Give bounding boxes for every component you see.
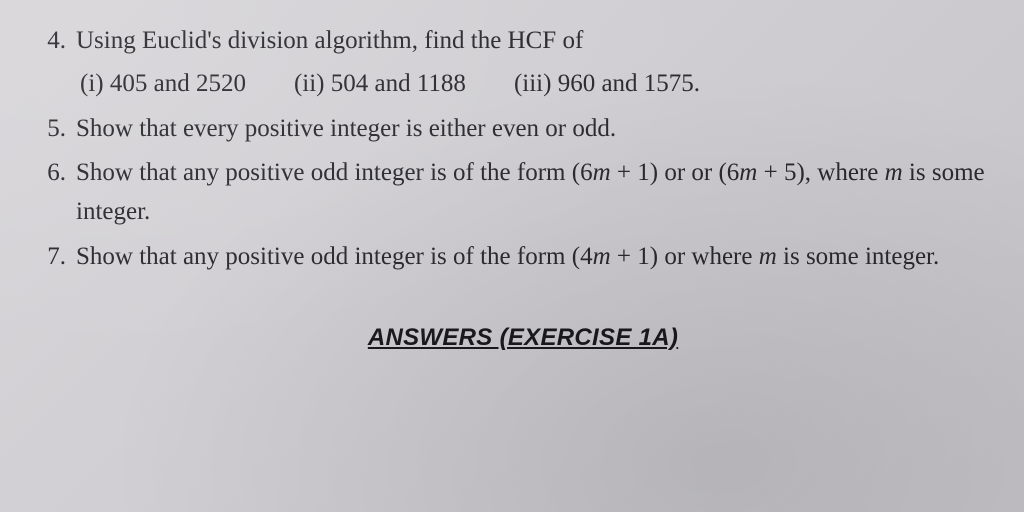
subpart-label: (iii) (514, 70, 552, 97)
question-7: 7. Show that any positive odd integer is… (40, 238, 1006, 277)
subpart-label: (ii) (294, 70, 325, 97)
question-text: Using Euclid's division algorithm, find … (76, 22, 1006, 61)
subpart-i: (i) 405 and 2520 (80, 65, 246, 104)
question-text: Show that any positive odd integer is of… (76, 159, 985, 225)
question-number: 4. (40, 22, 76, 104)
question-number: 6. (40, 154, 76, 232)
question-6: 6. Show that any positive odd integer is… (40, 154, 1006, 232)
question-4: 4. Using Euclid's division algorithm, fi… (40, 22, 1006, 104)
subpart-text: 960 and 1575. (558, 70, 700, 97)
question-number: 5. (40, 110, 76, 149)
question-subparts: (i) 405 and 2520 (ii) 504 and 1188 (iii)… (76, 65, 1006, 104)
subpart-iii: (iii) 960 and 1575. (514, 65, 700, 104)
answers-heading-wrap: ANSWERS (EXERCISE 1A) (40, 319, 1006, 358)
subpart-ii: (ii) 504 and 1188 (294, 65, 466, 104)
answers-heading: ANSWERS (EXERCISE 1A) (368, 319, 678, 356)
subpart-label: (i) (80, 70, 104, 97)
subpart-text: 405 and 2520 (110, 70, 246, 97)
question-number: 7. (40, 238, 76, 277)
question-body: Show that every positive integer is eith… (76, 110, 1006, 149)
question-body: Show that any positive odd integer is of… (76, 238, 1006, 277)
question-text: Show that every positive integer is eith… (76, 115, 616, 142)
subpart-text: 504 and 1188 (331, 70, 466, 97)
question-body: Show that any positive odd integer is of… (76, 154, 1006, 232)
question-5: 5. Show that every positive integer is e… (40, 110, 1006, 149)
page-content: 4. Using Euclid's division algorithm, fi… (40, 22, 1006, 357)
question-text: Show that any positive odd integer is of… (76, 243, 939, 270)
question-body: Using Euclid's division algorithm, find … (76, 22, 1006, 104)
